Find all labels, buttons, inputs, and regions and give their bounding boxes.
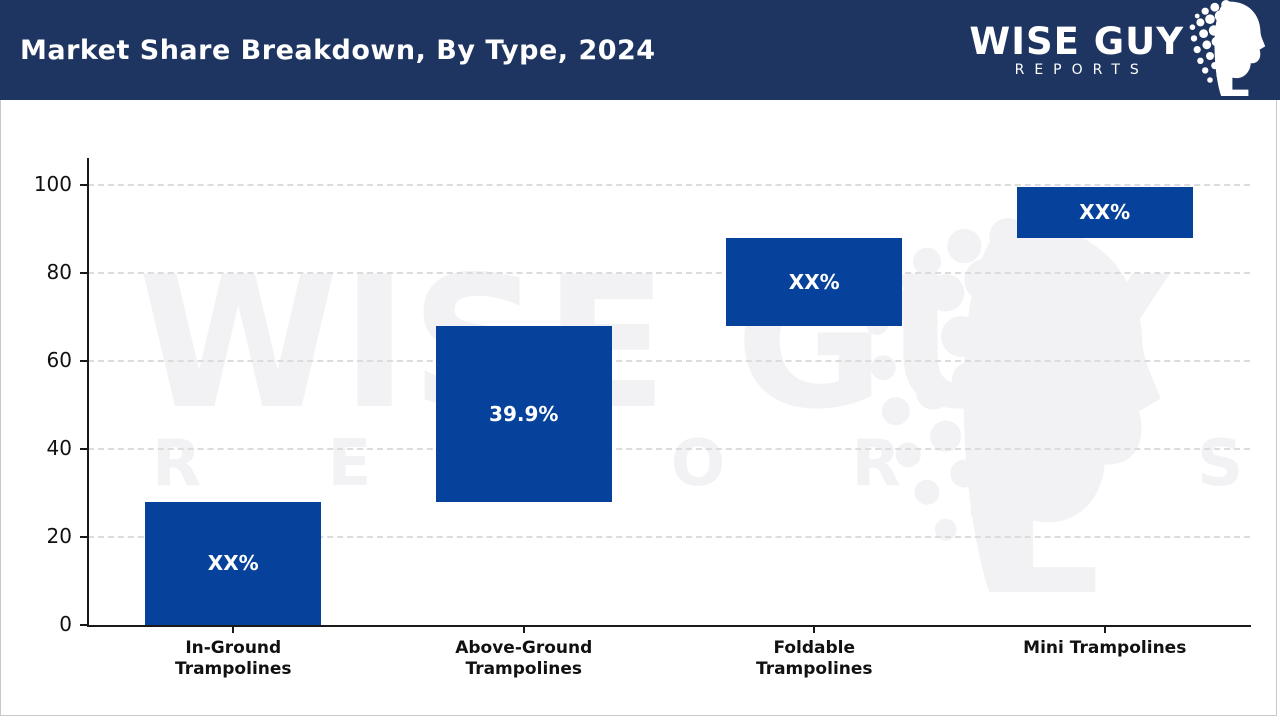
y-tick bbox=[80, 360, 88, 362]
gridline bbox=[88, 360, 1250, 362]
logo-subtitle: REPORTS bbox=[1014, 62, 1149, 78]
bar-value-label: XX% bbox=[788, 270, 840, 295]
category-label: Mini Trampolines bbox=[1023, 638, 1187, 658]
category-label: Above-Ground Trampolines bbox=[455, 638, 593, 680]
y-tick bbox=[80, 184, 88, 186]
gridline bbox=[88, 272, 1250, 274]
x-axis-line bbox=[87, 625, 1251, 627]
logo-name: WISE GUY bbox=[969, 20, 1184, 63]
page-title: Market Share Breakdown, By Type, 2024 bbox=[20, 34, 656, 66]
y-tick-label: 80 bbox=[46, 260, 72, 284]
header-bar: Market Share Breakdown, By Type, 2024 WI… bbox=[0, 0, 1280, 100]
bar-value-label: XX% bbox=[207, 551, 259, 576]
y-tick-label: 0 bbox=[59, 612, 72, 636]
gridline bbox=[88, 184, 1250, 186]
x-tick bbox=[522, 627, 525, 633]
y-tick bbox=[80, 272, 88, 274]
bar-segment: XX% bbox=[145, 501, 322, 625]
bar-segment: XX% bbox=[1016, 186, 1193, 239]
wiseguy-logo: WISE GUY REPORTS bbox=[969, 0, 1266, 96]
y-tick bbox=[80, 536, 88, 538]
x-tick bbox=[1103, 627, 1106, 633]
logo-text: WISE GUY REPORTS bbox=[969, 23, 1184, 77]
bar-value-label: 39.9% bbox=[489, 402, 559, 426]
y-tick-label: 60 bbox=[46, 348, 72, 372]
y-tick-label: 40 bbox=[46, 436, 72, 460]
wiseguy-head-icon bbox=[1189, 0, 1266, 96]
y-tick bbox=[80, 448, 88, 450]
category-label: In-Ground Trampolines bbox=[174, 638, 292, 680]
y-tick-label: 20 bbox=[46, 524, 72, 548]
category-label: Foldable Trampolines bbox=[755, 638, 873, 680]
gridline bbox=[88, 536, 1250, 538]
chart-canvas: WISE GUY R E P O R T S 0 20 40 60 80 100 XX% In… bbox=[0, 100, 1280, 716]
y-axis-line bbox=[87, 158, 89, 627]
bar-segment: XX% bbox=[726, 238, 903, 327]
bar-value-label: XX% bbox=[1079, 200, 1131, 225]
y-tick bbox=[80, 624, 88, 626]
watermark-head-icon bbox=[866, 218, 1161, 592]
bar-segment: 39.9% bbox=[435, 326, 612, 502]
y-tick-label: 100 bbox=[33, 172, 72, 196]
gridline bbox=[88, 448, 1250, 450]
x-tick bbox=[813, 627, 816, 633]
x-tick bbox=[232, 627, 235, 633]
